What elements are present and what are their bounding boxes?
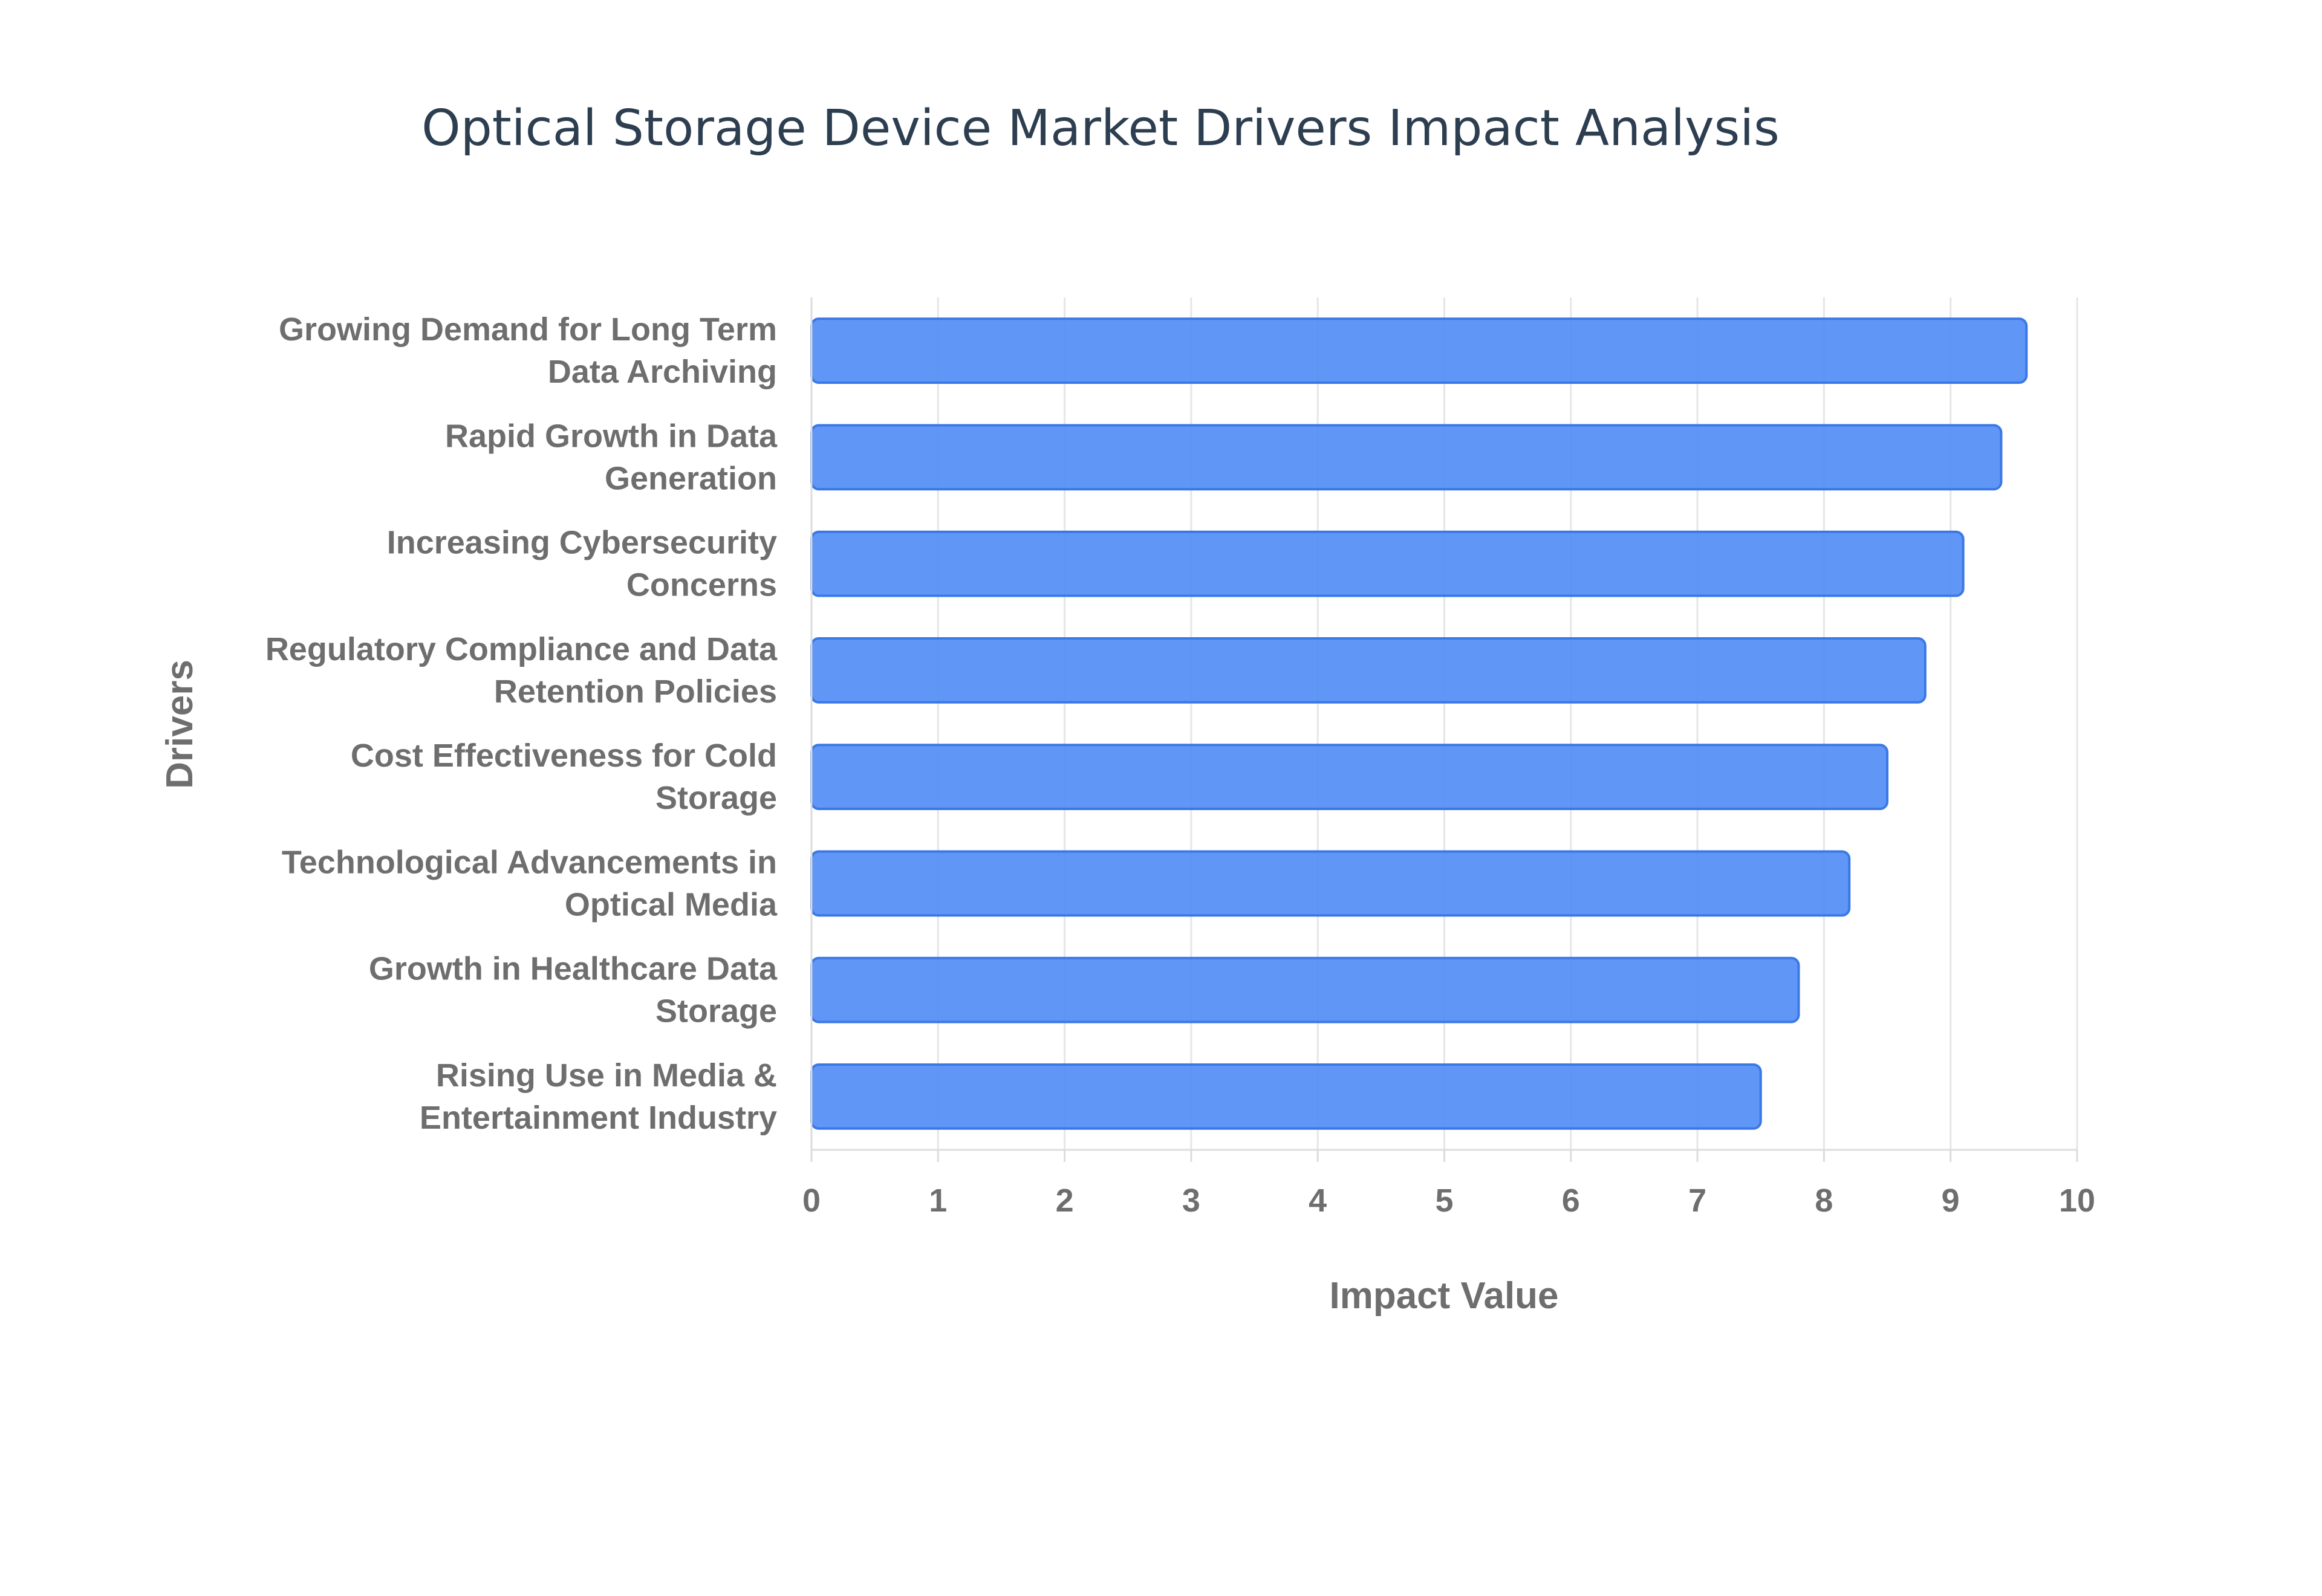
category-label-line: Entertainment Industry — [420, 1100, 777, 1136]
x-tick-label: 5 — [1435, 1182, 1453, 1219]
category-label-line: Concerns — [626, 567, 777, 603]
category-label-line: Retention Policies — [494, 673, 777, 710]
category-label-line: Increasing Cybersecurity — [387, 525, 777, 561]
x-tick-label: 6 — [1562, 1182, 1580, 1219]
x-axis-title: Impact Value — [1329, 1275, 1558, 1317]
x-tick-label: 10 — [2059, 1182, 2095, 1219]
category-label-line: Cost Effectiveness for Cold — [351, 738, 777, 774]
category-label-line: Regulatory Compliance and Data — [265, 631, 778, 667]
category-label: Rising Use in Media & Entertainment Indus… — [420, 1057, 777, 1136]
category-label-line: Generation — [605, 460, 777, 496]
category-label-line: Rising Use in Media & — [436, 1057, 777, 1094]
category-label-line: Storage — [655, 993, 777, 1030]
x-tick-label: 1 — [929, 1182, 947, 1219]
x-tick-label: 8 — [1815, 1182, 1833, 1219]
category-label-line: Data Archiving — [548, 354, 777, 390]
bars — [810, 317, 2028, 1130]
x-axis: 0 1 2 3 4 5 6 7 8 9 10 — [802, 297, 2095, 1219]
bar — [810, 424, 2003, 491]
category-label: Technological Advancements in Optical Med… — [282, 844, 778, 923]
category-label: Increasing Cybersecurity Concerns — [387, 525, 777, 603]
category-label: Growth in Healthcare Data Storage — [369, 951, 778, 1030]
y-axis-title: Drivers — [159, 660, 201, 789]
bar — [810, 956, 1800, 1023]
bar — [810, 317, 2028, 384]
x-tick-label: 9 — [1942, 1182, 1960, 1219]
bar — [810, 850, 1851, 917]
category-label: Growing Demand for Long Term Data Archivi… — [279, 311, 777, 390]
x-tick-label: 2 — [1056, 1182, 1074, 1219]
category-label-line: Growth in Healthcare Data — [369, 951, 778, 987]
chart-title: Optical Storage Device Market Drivers Im… — [421, 100, 1780, 157]
x-tick-label: 0 — [802, 1182, 821, 1219]
bar — [810, 744, 1889, 810]
category-label-line: Rapid Growth in Data — [445, 418, 778, 454]
x-tick-label: 3 — [1182, 1182, 1200, 1219]
x-tick-label: 7 — [1688, 1182, 1706, 1219]
x-tick-label: 4 — [1309, 1182, 1327, 1219]
bar — [810, 637, 1927, 704]
category-label-line: Storage — [655, 780, 777, 816]
category-label: Rapid Growth in Data Generation — [445, 418, 778, 496]
bar — [810, 1063, 1762, 1130]
category-label-line: Optical Media — [565, 886, 778, 923]
bar — [810, 530, 1965, 597]
category-label-line: Technological Advancements in — [282, 844, 777, 880]
y-axis-categories: Growing Demand for Long Term Data Archivi… — [265, 311, 778, 1136]
category-label: Cost Effectiveness for Cold Storage — [351, 738, 777, 816]
category-label: Regulatory Compliance and Data Retention … — [265, 631, 778, 710]
category-label-line: Growing Demand for Long Term — [279, 311, 777, 348]
